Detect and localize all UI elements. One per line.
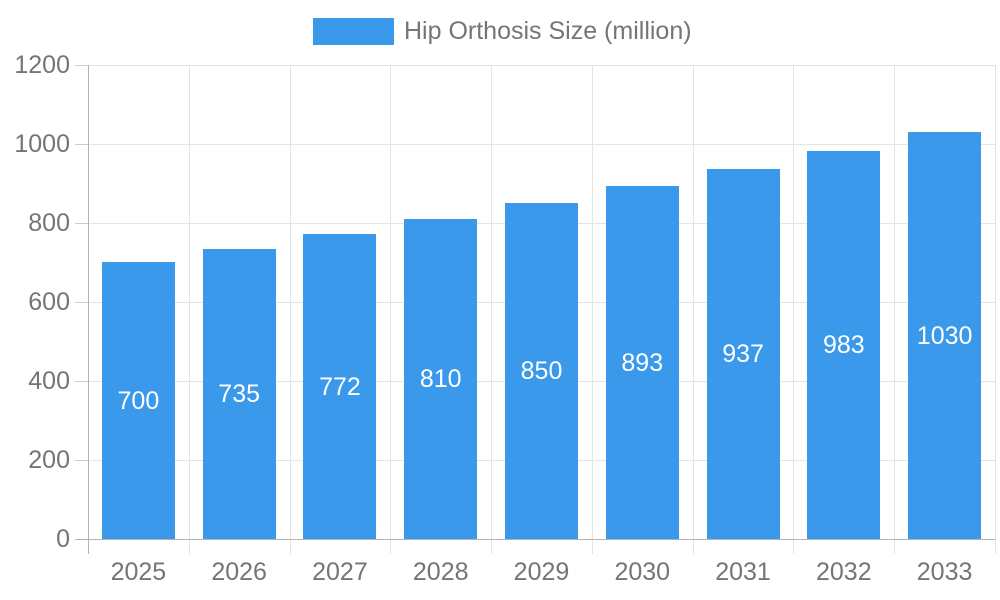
x-axis-line xyxy=(75,539,995,540)
bar-value-label: 937 xyxy=(722,340,764,368)
x-axis-label-2030: 2030 xyxy=(614,558,671,586)
x-gridline xyxy=(995,65,996,539)
x-tick-mark xyxy=(591,539,593,554)
x-axis-label-2032: 2032 xyxy=(816,558,872,586)
bar-value-label: 700 xyxy=(117,386,160,415)
y-axis-label: 600 xyxy=(28,288,70,316)
bar-value-label: 772 xyxy=(319,372,361,401)
x-tick-mark xyxy=(692,539,694,554)
y-axis-label: 1200 xyxy=(14,51,70,79)
legend-swatch xyxy=(313,18,394,45)
x-gridline xyxy=(289,65,291,539)
y-gridline xyxy=(88,65,995,66)
bar-value-label: 983 xyxy=(822,331,865,359)
x-gridline xyxy=(188,65,190,539)
bar-2025[interactable]: 700 xyxy=(101,262,175,539)
x-gridline xyxy=(793,65,795,539)
y-tick-mark xyxy=(75,144,88,145)
y-axis-label: 0 xyxy=(56,525,70,553)
x-axis-label-2031: 2031 xyxy=(715,558,771,586)
y-tick-mark xyxy=(75,65,88,66)
y-axis-label: 800 xyxy=(28,209,70,237)
x-gridline xyxy=(390,65,392,539)
y-tick-mark xyxy=(75,302,88,303)
x-gridline xyxy=(692,65,694,539)
bar-value-label: 810 xyxy=(419,365,462,393)
x-axis-label-2033: 2033 xyxy=(916,558,973,586)
bar-2033[interactable]: 1030 xyxy=(908,132,982,539)
chart-legend: Hip Orthosis Size (million) xyxy=(313,18,692,45)
y-axis-label: 400 xyxy=(28,367,70,395)
y-tick-mark xyxy=(75,460,88,461)
x-axis-label-2029: 2029 xyxy=(513,558,570,586)
bar-value-label: 1030 xyxy=(916,321,973,350)
x-axis-label-2027: 2027 xyxy=(312,558,368,586)
x-tick-mark xyxy=(894,539,896,554)
y-axis-label: 200 xyxy=(28,446,70,474)
x-tick-mark xyxy=(995,539,996,554)
y-gridline xyxy=(88,144,995,145)
bar-2028[interactable]: 810 xyxy=(404,219,478,539)
x-tick-mark xyxy=(289,539,291,554)
y-axis-line xyxy=(88,65,89,554)
x-axis-label-2026: 2026 xyxy=(211,558,267,586)
bar-2031[interactable]: 937 xyxy=(706,169,780,539)
y-axis-label: 1000 xyxy=(14,130,70,158)
bar-2026[interactable]: 735 xyxy=(202,249,276,539)
bar-value-label: 735 xyxy=(218,380,261,408)
x-axis-label-2028: 2028 xyxy=(412,558,469,586)
bar-2032[interactable]: 983 xyxy=(807,151,881,539)
legend-label: Hip Orthosis Size (million) xyxy=(404,17,692,45)
x-axis-label-2025: 2025 xyxy=(110,558,167,586)
y-tick-mark xyxy=(75,223,88,224)
x-tick-mark xyxy=(390,539,392,554)
bar-value-label: 893 xyxy=(621,348,664,377)
bar-2027[interactable]: 772 xyxy=(303,234,377,539)
bar-2030[interactable]: 893 xyxy=(605,186,679,539)
y-tick-mark xyxy=(75,381,88,382)
x-gridline xyxy=(591,65,593,539)
x-gridline xyxy=(491,65,493,539)
x-tick-mark xyxy=(793,539,795,554)
x-tick-mark xyxy=(188,539,190,554)
x-tick-mark xyxy=(491,539,493,554)
bar-value-label: 850 xyxy=(520,357,563,385)
bar-2029[interactable]: 850 xyxy=(505,203,578,539)
x-gridline xyxy=(894,65,896,539)
